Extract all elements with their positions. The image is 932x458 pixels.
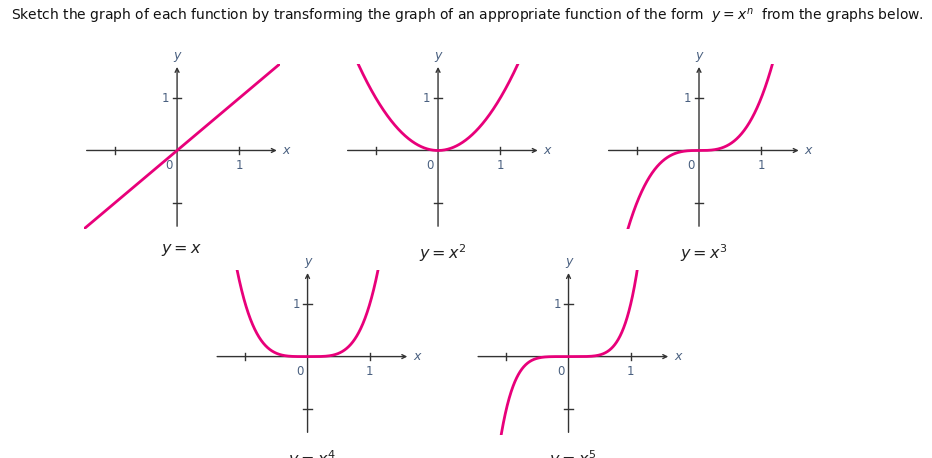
Text: 1: 1 bbox=[366, 365, 374, 378]
Text: y: y bbox=[173, 49, 181, 61]
Text: 1: 1 bbox=[684, 92, 692, 104]
Text: 0: 0 bbox=[556, 365, 564, 378]
Text: 0: 0 bbox=[426, 159, 433, 172]
Text: 1: 1 bbox=[423, 92, 431, 104]
Text: 1: 1 bbox=[497, 159, 504, 172]
Text: y: y bbox=[695, 49, 703, 61]
Text: x: x bbox=[543, 144, 551, 157]
Text: 0: 0 bbox=[165, 159, 172, 172]
Text: y: y bbox=[304, 255, 311, 267]
Text: 1: 1 bbox=[293, 298, 300, 311]
Text: x: x bbox=[413, 350, 420, 363]
Text: $y = x^5$: $y = x^5$ bbox=[549, 448, 597, 458]
Text: 1: 1 bbox=[554, 298, 561, 311]
Text: 1: 1 bbox=[162, 92, 170, 104]
Text: x: x bbox=[804, 144, 812, 157]
Text: Sketch the graph of each function by transforming the graph of an appropriate fu: Sketch the graph of each function by tra… bbox=[11, 7, 924, 26]
Text: y: y bbox=[565, 255, 572, 267]
Text: $y = x$: $y = x$ bbox=[161, 242, 202, 258]
Text: 1: 1 bbox=[236, 159, 243, 172]
Text: 0: 0 bbox=[687, 159, 694, 172]
Text: $y = x^2$: $y = x^2$ bbox=[418, 242, 467, 264]
Text: 1: 1 bbox=[758, 159, 765, 172]
Text: x: x bbox=[674, 350, 681, 363]
Text: y: y bbox=[434, 49, 442, 61]
Text: $y = x^3$: $y = x^3$ bbox=[679, 242, 728, 264]
Text: $y = x^4$: $y = x^4$ bbox=[288, 448, 336, 458]
Text: 1: 1 bbox=[627, 365, 635, 378]
Text: x: x bbox=[282, 144, 290, 157]
Text: 0: 0 bbox=[295, 365, 303, 378]
